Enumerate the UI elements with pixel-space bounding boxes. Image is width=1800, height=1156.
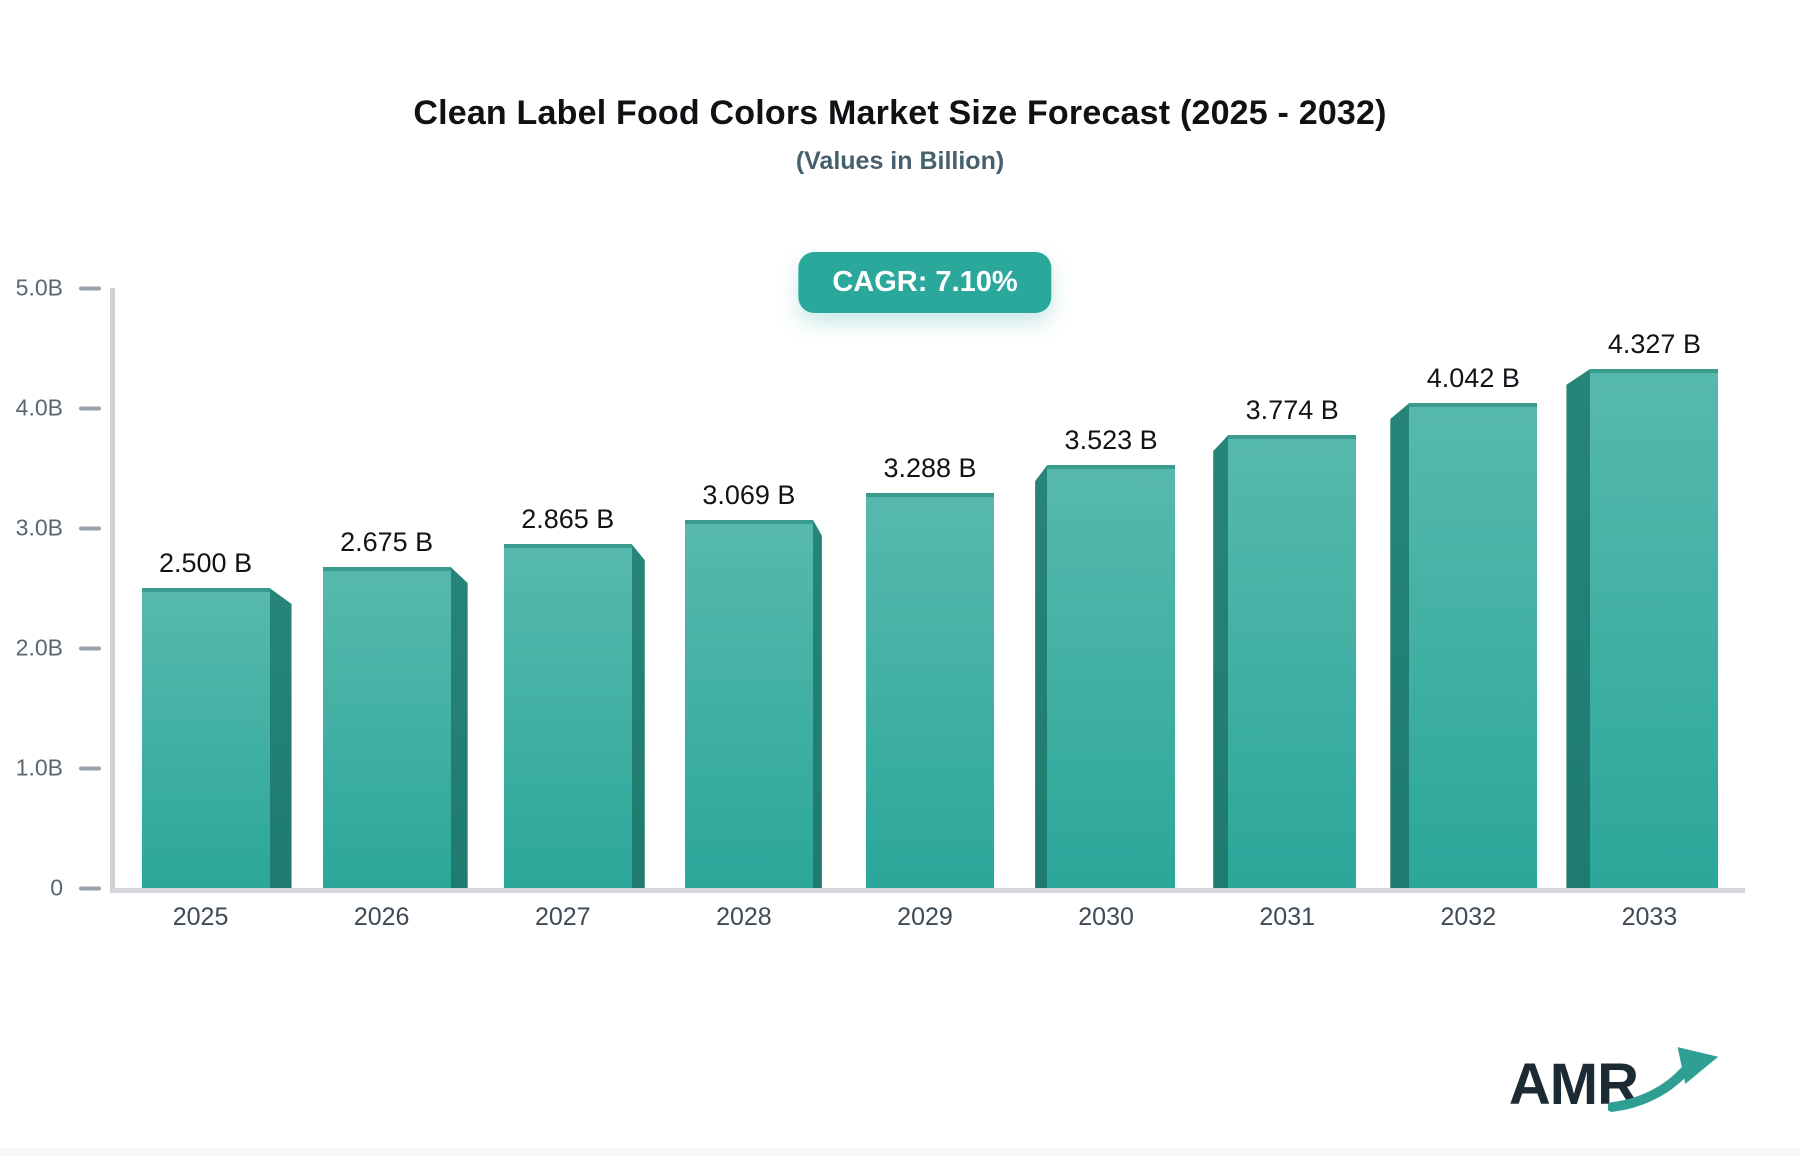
- y-axis-tick-label: 3.0B: [15, 514, 63, 541]
- y-axis-tick: 4.0B: [16, 395, 101, 422]
- y-axis-tick-label: 5.0B: [15, 274, 63, 301]
- bar-2032: 4.042 B: [1390, 363, 1538, 888]
- x-axis-label-2025: 2025: [172, 903, 229, 931]
- x-axis-label-2028: 2028: [716, 903, 772, 931]
- chart-subtitle: (Values in Billion): [795, 147, 1005, 175]
- x-axis-label-2032: 2032: [1440, 903, 1497, 931]
- bar-value-label: 2.500 B: [159, 548, 253, 578]
- bar-side-face: [1213, 435, 1229, 888]
- plot-area: 5.0B 4.0B 3.0B 2.0B 1.0B 0 2.500 B 2.675 B 2.86…: [16, 275, 1745, 901]
- x-axis-label-2029: 2029: [897, 903, 953, 931]
- bar-slot: 3.523 B: [1021, 288, 1202, 888]
- x-axis-labels: 2025 2026 2027 2028 2029 2030 2031 2032 2033: [110, 903, 1740, 932]
- y-axis-tick-mark: [79, 406, 101, 410]
- bar-2029: 3.288 B: [865, 453, 994, 888]
- bar-value-label: 4.042 B: [1426, 362, 1520, 393]
- bar-slot: 2.865 B: [477, 288, 658, 888]
- y-axis-tick-mark: [79, 886, 101, 890]
- bar-2027: 2.865 B: [503, 504, 645, 888]
- bar-2033: 4.327 B: [1566, 329, 1719, 888]
- bar-value-label: 2.865 B: [521, 504, 615, 535]
- bar-2031: 3.774 B: [1213, 395, 1357, 888]
- bar-side-face: [269, 588, 292, 888]
- bar-value-label: 4.327 B: [1607, 328, 1701, 359]
- bar-side-face: [1035, 465, 1048, 888]
- bar-side-face: [450, 567, 468, 888]
- bar-slot: 4.327 B: [1564, 288, 1745, 888]
- bar-slot: 3.774 B: [1202, 288, 1383, 888]
- bar-side-face: [1390, 402, 1410, 888]
- bar-2028: 3.069 B: [684, 480, 822, 888]
- bar-slot: 2.675 B: [296, 288, 477, 888]
- growth-arrow-icon: [1608, 1046, 1719, 1112]
- page-bottom-strip: [0, 1148, 1800, 1156]
- y-axis-tick-mark: [79, 646, 101, 650]
- y-axis-tick-mark: [79, 526, 101, 530]
- bar-slot: 2.500 B: [115, 288, 296, 888]
- bar-slot: 4.042 B: [1383, 288, 1564, 888]
- y-axis-tick: 0: [50, 875, 101, 902]
- x-axis-label-2030: 2030: [1078, 903, 1134, 931]
- y-axis: 5.0B 4.0B 3.0B 2.0B 1.0B 0: [16, 275, 1745, 901]
- y-axis-tick-label: 2.0B: [15, 634, 63, 661]
- x-axis-label-2027: 2027: [534, 903, 591, 931]
- y-axis-tick-label: 1.0B: [15, 754, 63, 781]
- bar-side-face: [631, 544, 645, 888]
- bar-value-label: 3.523 B: [1064, 425, 1158, 456]
- y-axis-tick: 5.0B: [16, 275, 101, 302]
- bar-value-label: 3.288 B: [883, 453, 977, 484]
- bar-value-label: 2.675 B: [340, 527, 434, 557]
- bar-2026: 2.675 B: [322, 527, 468, 888]
- chart-title: Clean Label Food Colors Market Size Fore…: [413, 94, 1387, 132]
- bar-2025: 2.500 B: [141, 548, 292, 888]
- y-axis-tick-label: 4.0B: [15, 394, 63, 421]
- bar-slot: 3.069 B: [658, 288, 839, 888]
- bar-value-label: 3.774 B: [1245, 395, 1339, 426]
- y-axis-tick: 3.0B: [16, 515, 101, 542]
- bar-2030: 3.523 B: [1035, 425, 1176, 888]
- bars-container: 2.500 B 2.675 B 2.865 B 3.069 B 3.288 B 3.523…: [115, 288, 1745, 888]
- y-axis-tick-mark: [79, 766, 101, 770]
- bar-slot: 3.288 B: [839, 288, 1020, 888]
- y-axis-tick: 1.0B: [16, 755, 101, 782]
- bar-side-face: [1566, 368, 1591, 888]
- y-axis-tick-label: 0: [50, 874, 63, 901]
- amr-logo: AMR: [1509, 1046, 1724, 1118]
- x-axis-label-2031: 2031: [1259, 903, 1316, 931]
- x-axis-label-2033: 2033: [1621, 903, 1678, 931]
- y-axis-tick-mark: [79, 286, 101, 290]
- bar-side-face: [812, 519, 822, 888]
- cagr-badge: CAGR: 7.10%: [798, 252, 1052, 313]
- y-axis-tick: 2.0B: [16, 635, 101, 662]
- x-axis-label-2026: 2026: [353, 903, 410, 931]
- bar-value-label: 3.069 B: [702, 479, 796, 510]
